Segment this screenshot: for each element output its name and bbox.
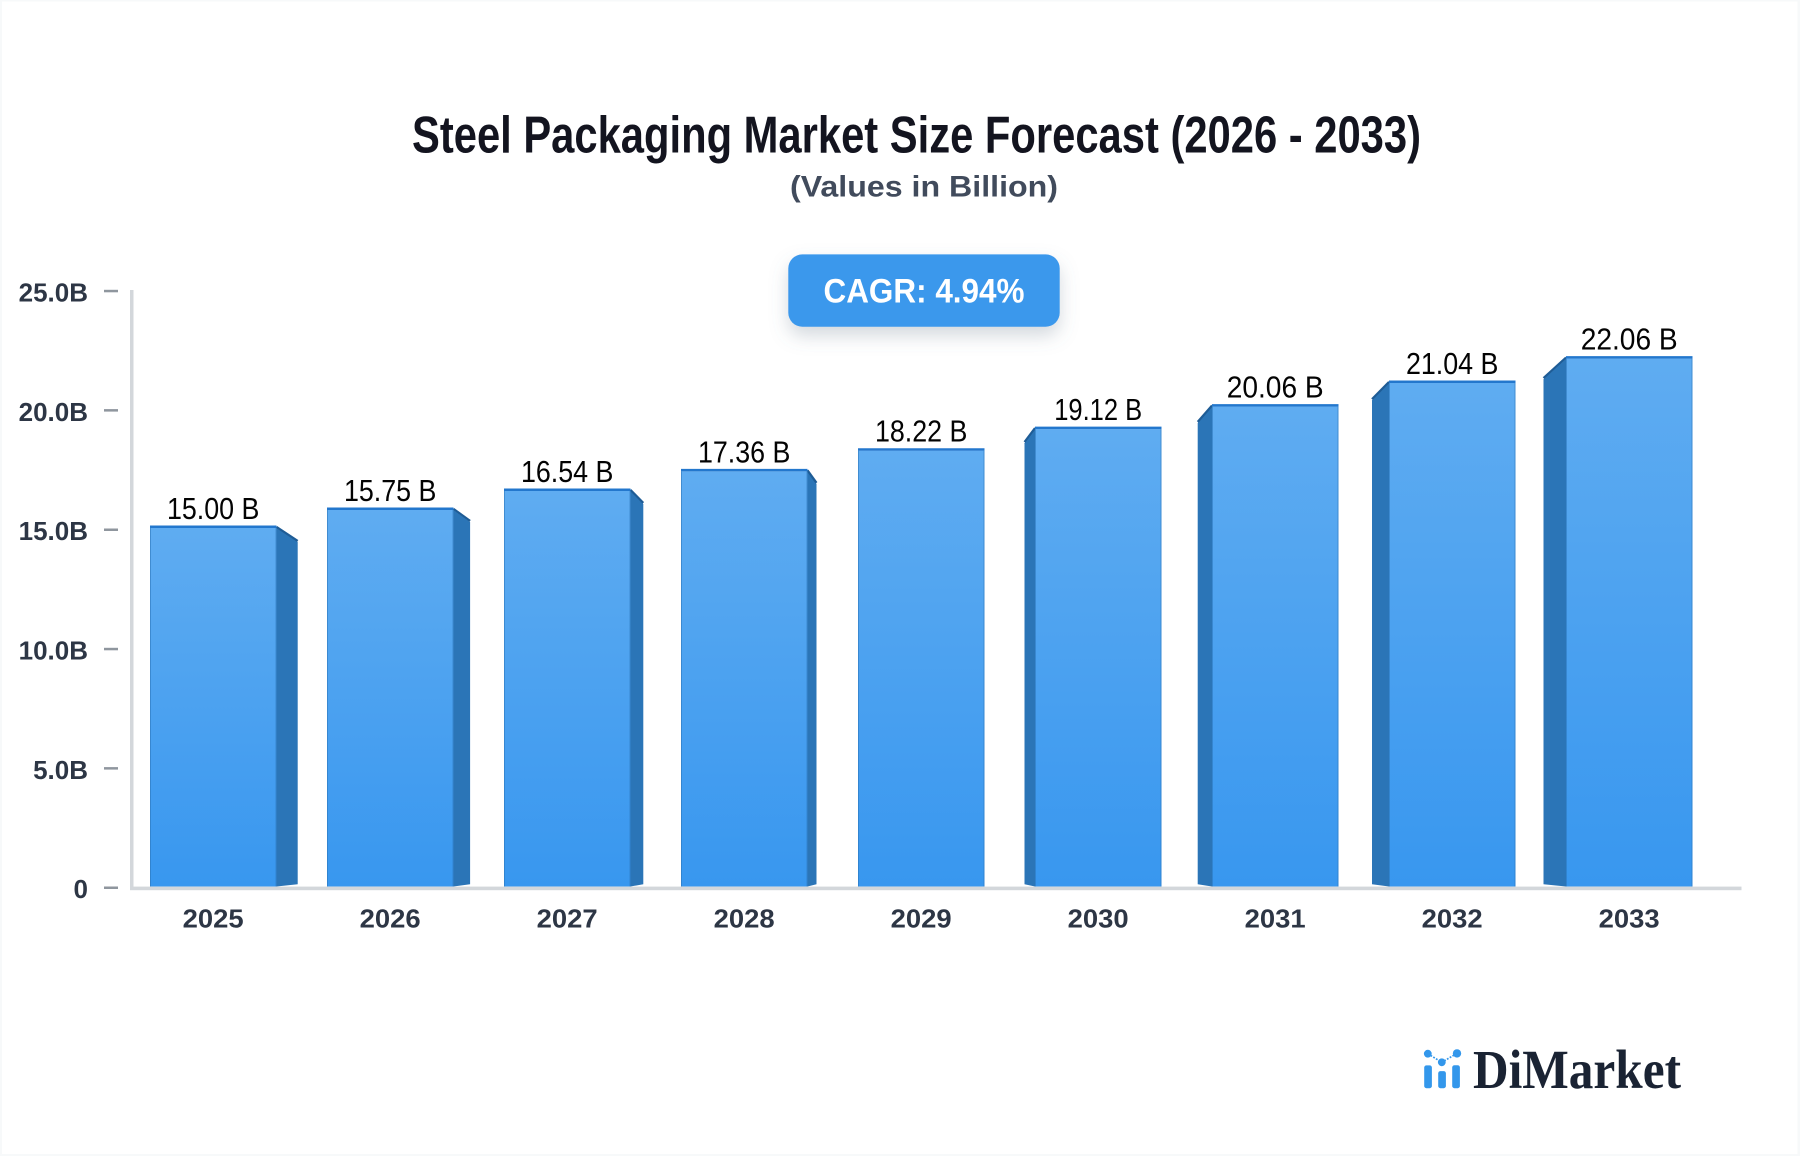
svg-text:2031: 2031	[1245, 904, 1306, 934]
svg-text:15.75 B: 15.75 B	[344, 473, 437, 508]
svg-text:DiMarket: DiMarket	[1473, 1039, 1682, 1100]
svg-text:19.12 B: 19.12 B	[1054, 392, 1142, 427]
svg-text:17.36 B: 17.36 B	[698, 434, 791, 469]
svg-text:2030: 2030	[1068, 904, 1129, 934]
svg-text:2028: 2028	[714, 904, 775, 934]
svg-text:2029: 2029	[891, 904, 952, 934]
svg-text:10.0B: 10.0B	[19, 636, 88, 666]
svg-text:Steel Packaging Market Size Fo: Steel Packaging Market Size Forecast (20…	[412, 107, 1421, 165]
svg-text:22.06 B: 22.06 B	[1581, 322, 1678, 357]
svg-text:2025: 2025	[183, 904, 244, 934]
svg-text:2027: 2027	[537, 904, 598, 934]
svg-text:21.04 B: 21.04 B	[1406, 346, 1499, 381]
svg-text:5.0B: 5.0B	[33, 755, 88, 785]
svg-text:2026: 2026	[360, 904, 421, 934]
svg-text:18.22 B: 18.22 B	[875, 414, 968, 449]
svg-text:CAGR: 4.94%: CAGR: 4.94%	[824, 273, 1025, 311]
svg-text:15.0B: 15.0B	[19, 516, 88, 546]
svg-text:15.00 B: 15.00 B	[167, 491, 260, 526]
svg-text:2032: 2032	[1422, 904, 1483, 934]
svg-text:25.0B: 25.0B	[19, 278, 88, 308]
svg-text:0: 0	[74, 874, 88, 904]
svg-text:20.0B: 20.0B	[19, 397, 88, 427]
svg-text:(Values in Billion): (Values in Billion)	[790, 170, 1058, 203]
svg-text:2033: 2033	[1599, 904, 1660, 934]
svg-text:20.06 B: 20.06 B	[1227, 370, 1324, 405]
svg-text:16.54 B: 16.54 B	[521, 454, 614, 489]
